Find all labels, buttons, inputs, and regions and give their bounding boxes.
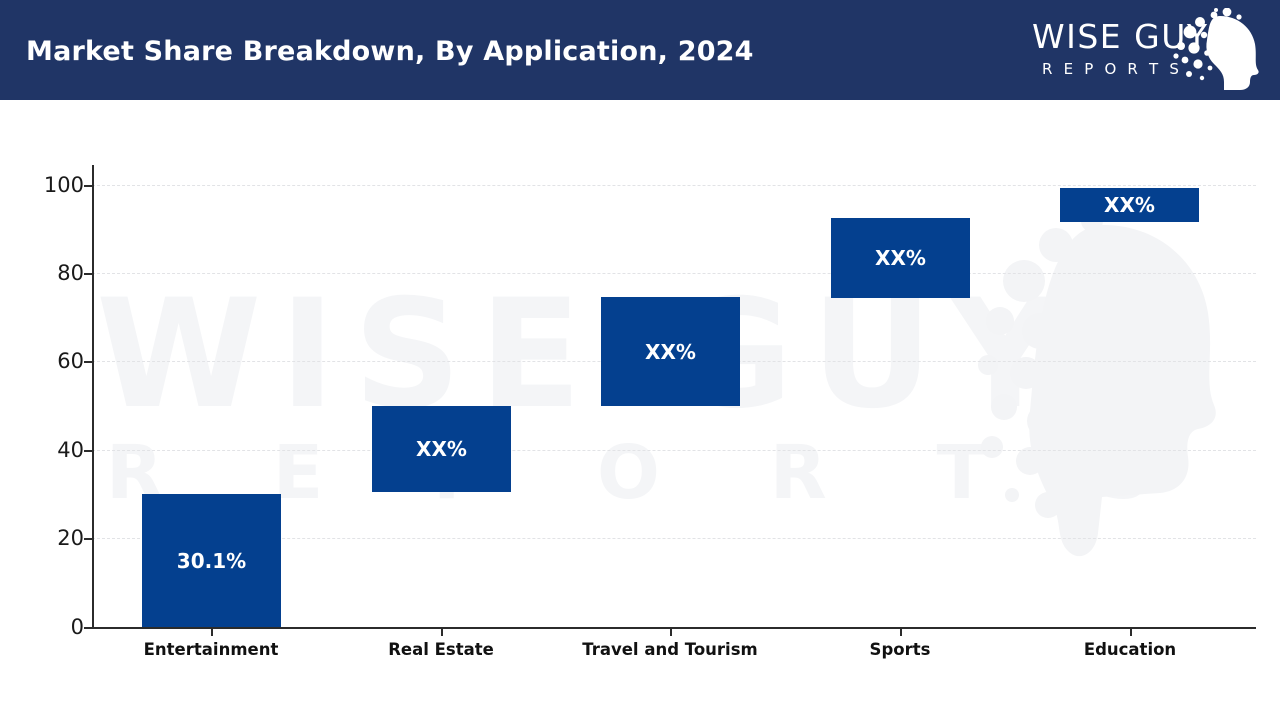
ytick-mark-100 bbox=[84, 185, 92, 187]
y-axis-line bbox=[92, 165, 94, 627]
ytick-label-40: 40 bbox=[57, 438, 84, 462]
bar-education[interactable]: XX% bbox=[1060, 188, 1199, 222]
xtick-mark-entertainment bbox=[211, 627, 213, 636]
bar-sports[interactable]: XX% bbox=[831, 218, 970, 298]
ytick-label-60: 60 bbox=[57, 349, 84, 373]
page-title: Market Share Breakdown, By Application, … bbox=[26, 36, 754, 67]
xtick-label-real-estate: Real Estate bbox=[388, 640, 494, 659]
bar-label-sports: XX% bbox=[875, 246, 926, 270]
gridline-100 bbox=[92, 185, 1256, 186]
x-axis-line bbox=[92, 627, 1256, 629]
logo-head-icon bbox=[1173, 8, 1259, 90]
ytick-mark-40 bbox=[84, 450, 92, 452]
bar-entertainment[interactable]: 30.1% bbox=[142, 494, 281, 627]
ytick-mark-0 bbox=[84, 627, 92, 629]
gridline-20 bbox=[92, 538, 1256, 539]
ytick-label-80: 80 bbox=[57, 261, 84, 285]
xtick-label-education: Education bbox=[1083, 640, 1177, 659]
gridline-40 bbox=[92, 450, 1256, 451]
ytick-label-100: 100 bbox=[43, 173, 84, 197]
bar-label-real-estate: XX% bbox=[416, 437, 467, 461]
chart-canvas: WISE GUY R E P O R T S bbox=[0, 100, 1280, 720]
ytick-label-20: 20 bbox=[57, 526, 84, 550]
gridline-80 bbox=[92, 273, 1256, 274]
xtick-label-sports: Sports bbox=[869, 640, 931, 659]
bar-travel-and-tourism[interactable]: XX% bbox=[601, 297, 740, 406]
xtick-label-entertainment: Entertainment bbox=[143, 640, 279, 659]
ytick-mark-20 bbox=[84, 538, 92, 540]
xtick-label-travel-and-tourism: Travel and Tourism bbox=[582, 640, 758, 659]
bar-real-estate[interactable]: XX% bbox=[372, 406, 511, 492]
page-header: Market Share Breakdown, By Application, … bbox=[0, 0, 1280, 100]
bar-label-education: XX% bbox=[1104, 193, 1155, 217]
xtick-mark-education bbox=[1130, 627, 1132, 636]
ytick-mark-80 bbox=[84, 273, 92, 275]
ytick-label-0: 0 bbox=[70, 615, 84, 639]
xtick-mark-sports bbox=[900, 627, 902, 636]
wise-guy-reports-logo: WISE GUY R E P O R T S bbox=[1032, 8, 1259, 90]
bar-label-travel-and-tourism: XX% bbox=[645, 339, 696, 364]
xtick-mark-travel-and-tourism bbox=[670, 627, 672, 636]
xtick-mark-real-estate bbox=[441, 627, 443, 636]
logo-line2: R E P O R T S bbox=[1042, 60, 1182, 78]
bar-label-entertainment: 30.1% bbox=[176, 548, 247, 573]
ytick-mark-60 bbox=[84, 361, 92, 363]
logo-line1: WISE GUY bbox=[1032, 17, 1209, 56]
